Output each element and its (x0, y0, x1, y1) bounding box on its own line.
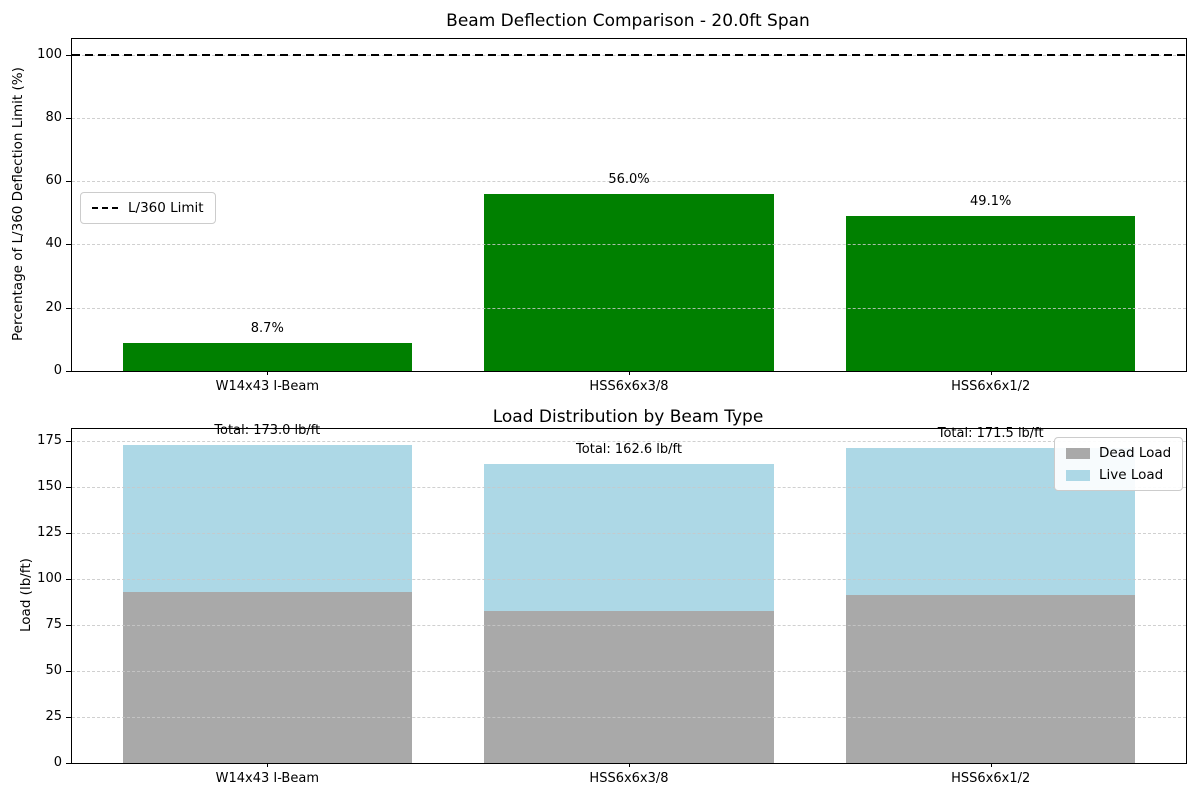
y-tick-mark (66, 244, 71, 246)
chart2-plot-area: Total: 173.0 lb/ft W14x43 I-Beam Total: 16… (37, 423, 1187, 786)
y-tick-label: 80 (45, 109, 62, 125)
live-load-swatch-icon (1066, 469, 1090, 481)
chart1-plot-area: 8.7% W14x43 I-Beam 56.0% HSS6x6x3/8 49.1% HSS… (37, 38, 1187, 394)
y-tick-label: 0 (53, 755, 62, 770)
gridline (72, 117, 1186, 119)
x-tick-mark (629, 763, 630, 767)
y-tick-mark (66, 533, 71, 535)
y-tick-label: 20 (45, 299, 62, 315)
gridline (72, 533, 1186, 535)
y-tick-mark (66, 487, 71, 489)
gridline (72, 181, 1186, 183)
x-tick-mark (990, 371, 992, 375)
legend-entry-l360-limit: L/360 Limit (92, 200, 204, 216)
l360-limit-reference-line (72, 53, 1186, 56)
legend-label-l360-limit: L/360 Limit (128, 200, 204, 216)
y-tick-label: 50 (45, 663, 62, 679)
y-tick-mark (66, 763, 71, 764)
x-tick-mark (629, 371, 630, 375)
bar-segment-dead-load (484, 611, 774, 763)
y-tick-label: 100 (37, 571, 62, 587)
gridline (72, 487, 1186, 489)
x-tick-mark (267, 371, 269, 375)
chart2-legend: Dead Load Live Load (1054, 437, 1184, 491)
gridline (72, 579, 1186, 581)
total-label: Total: 173.0 lb/ft (214, 423, 321, 438)
bar-HSS6x6x1/2 (846, 215, 1136, 371)
y-tick-mark (66, 579, 71, 581)
bar-W14x43 I-Beam (122, 343, 412, 371)
y-tick-mark (66, 671, 71, 673)
bar-HSS6x6x3/8 (484, 193, 774, 371)
y-tick-label: 150 (37, 479, 62, 495)
x-tick-label: W14x43 I-Beam (215, 771, 319, 786)
bar-value-label: 49.1% (970, 193, 1012, 209)
x-tick-mark (267, 763, 269, 767)
bar-segment-dead-load (846, 594, 1136, 763)
y-tick-label: 125 (37, 525, 62, 541)
y-tick-label: 75 (45, 617, 62, 633)
legend-entry-live-load: Live Load (1066, 467, 1171, 483)
x-tick-label: HSS6x6x1/2 (951, 379, 1031, 394)
y-tick-mark (66, 717, 71, 719)
x-tick-mark (990, 763, 992, 767)
x-tick-label: HSS6x6x3/8 (589, 771, 669, 786)
chart1-legend: L/360 Limit (80, 192, 216, 224)
bar-segment-live-load (122, 444, 412, 593)
y-tick-mark (66, 117, 71, 119)
gridline (72, 625, 1186, 627)
gridline (72, 307, 1186, 309)
chart2-title: Load Distribution by Beam Type (492, 407, 764, 427)
y-tick-label: 0 (53, 363, 62, 378)
x-tick-label: W14x43 I-Beam (215, 379, 319, 394)
gridline (72, 671, 1186, 673)
y-tick-mark (66, 54, 71, 56)
y-tick-label: 25 (45, 709, 62, 725)
bar-value-label: 8.7% (250, 321, 284, 337)
y-tick-label: 60 (45, 173, 62, 189)
dead-load-swatch-icon (1066, 447, 1090, 459)
total-label: Total: 162.6 lb/ft (576, 442, 682, 458)
y-tick-mark (66, 441, 71, 443)
y-tick-label: 175 (37, 433, 62, 449)
x-tick-label: HSS6x6x3/8 (589, 379, 669, 394)
dashed-line-swatch-icon (92, 207, 119, 209)
total-label: Total: 171.5 lb/ft (937, 425, 1044, 441)
y-tick-mark (66, 625, 71, 627)
chart1-title: Beam Deflection Comparison - 20.0ft Span (446, 11, 810, 31)
bar-value-label: 56.0% (608, 171, 650, 187)
chart1-y-axis-label: Percentage of L/360 Deflection Limit (%) (10, 67, 26, 341)
gridline (72, 717, 1186, 719)
bar-segment-dead-load (122, 592, 412, 763)
y-tick-label: 40 (45, 236, 62, 252)
y-tick-mark (66, 371, 71, 372)
gridline (72, 441, 1186, 443)
gridline (72, 244, 1186, 246)
y-tick-label: 100 (37, 46, 62, 62)
legend-label-live-load: Live Load (1099, 467, 1164, 483)
y-tick-mark (66, 307, 71, 309)
legend-entry-dead-load: Dead Load (1066, 445, 1171, 461)
y-tick-mark (66, 181, 71, 183)
bar-segment-live-load (484, 464, 774, 612)
legend-label-dead-load: Dead Load (1099, 445, 1172, 461)
x-tick-label: HSS6x6x1/2 (951, 771, 1031, 786)
